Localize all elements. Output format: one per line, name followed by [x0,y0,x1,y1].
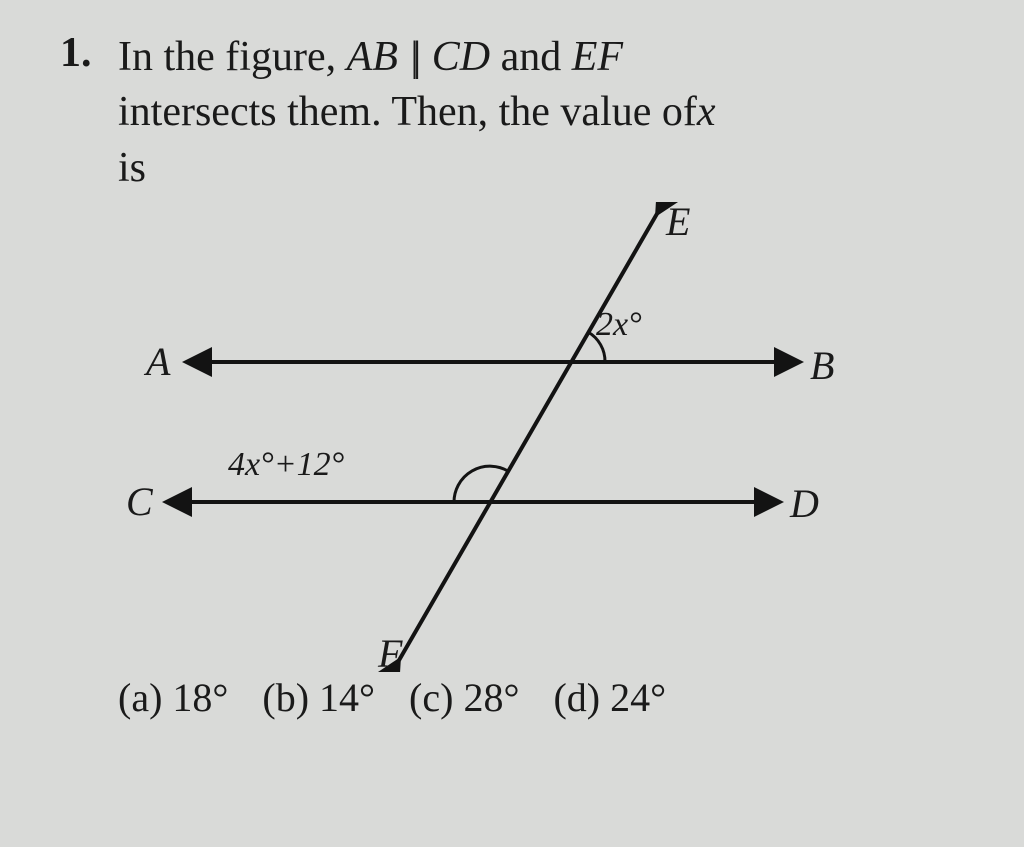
segment-ef: EF [572,34,623,80]
parallel-symbol: || [410,30,415,85]
label-f: F [378,630,402,677]
label-c: C [126,478,153,525]
qtext-pre: In the figure, [118,34,347,80]
label-d: D [790,480,819,527]
option-b[interactable]: (b) 14° [262,674,375,721]
qtext-line2: intersects them. Then, the value of [118,89,697,135]
line-ef [398,212,658,662]
angle-top-coef: 2 [596,306,613,343]
option-a-val: 18° [172,675,228,720]
segment-cd: CD [432,34,490,80]
option-a-key: (a) [118,675,162,720]
variable-x: x [697,89,716,135]
qtext-line3: is [118,145,146,191]
option-d[interactable]: (d) 24° [553,674,666,721]
label-e: E [666,198,690,245]
question-text: In the figure, AB || CD and EF intersect… [118,30,976,196]
angle-bot-var: x [245,446,260,483]
option-b-val: 14° [319,675,375,720]
option-c[interactable]: (c) 28° [409,674,519,721]
angle-label-bottom: 4x°+12° [228,446,344,484]
angle-bot-coef: 4 [228,446,245,483]
figure-svg [118,202,878,672]
segment-ab: AB [347,34,398,80]
question-block: 1. In the figure, AB || CD and EF inters… [60,30,976,721]
angle-top-deg: ° [628,306,642,343]
angle-top-var: x [613,306,628,343]
option-d-key: (d) [553,675,600,720]
option-a[interactable]: (a) 18° [118,674,228,721]
angle-bot-rest: °+12° [260,446,344,483]
geometry-figure: E A B C D F 2x° 4x°+12° [118,202,878,672]
option-c-key: (c) [409,675,453,720]
label-b: B [810,342,834,389]
option-d-val: 24° [610,675,666,720]
label-a: A [146,338,170,385]
question-number: 1. [60,30,104,76]
question-body: In the figure, AB || CD and EF intersect… [118,30,976,721]
option-c-val: 28° [463,675,519,720]
options-row: (a) 18° (b) 14° (c) 28° (d) 24° [118,674,976,721]
option-b-key: (b) [262,675,309,720]
qtext-and: and [490,34,572,80]
angle-label-top: 2x° [596,306,642,344]
